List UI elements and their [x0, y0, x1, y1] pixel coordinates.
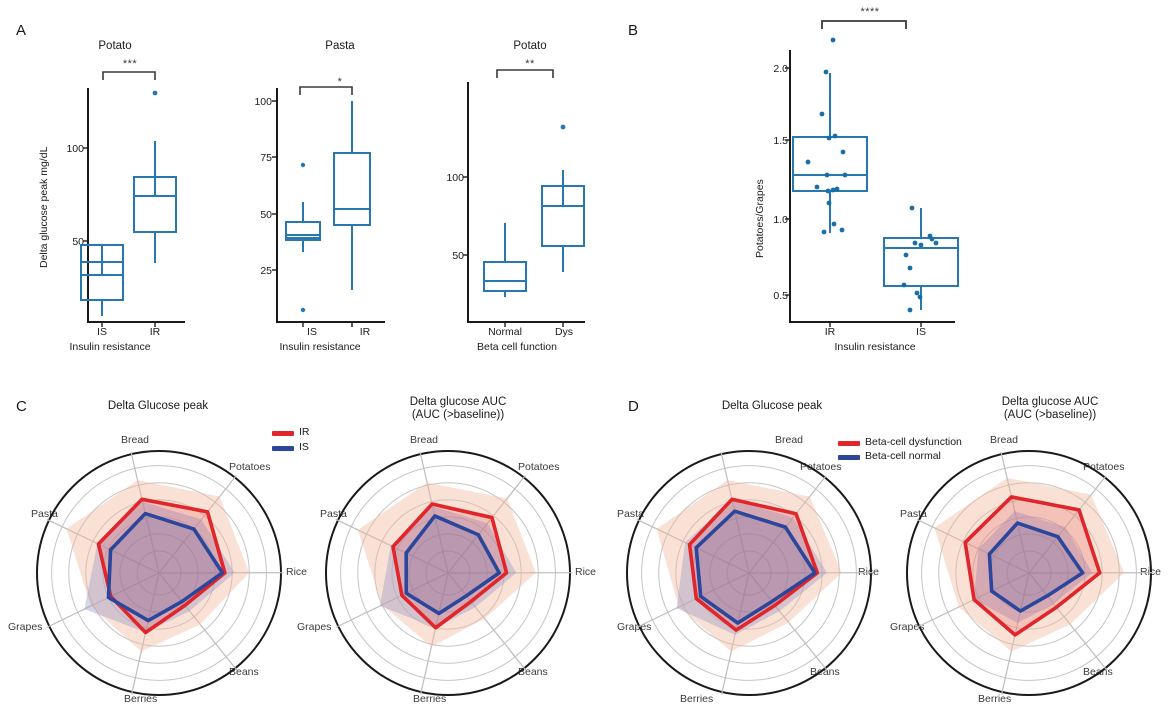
- ytick-a2-100: 100: [254, 96, 272, 108]
- plot-a3: [463, 69, 585, 327]
- panel-letter-c: C: [16, 398, 27, 415]
- legend-label-d-norm: Beta-cell normal: [865, 450, 941, 462]
- chart-title-d1: Delta Glucose peak: [721, 400, 823, 412]
- radar-chart-c2: [325, 450, 573, 696]
- xtick-a3-dys: Dys: [554, 326, 574, 338]
- legend-label-c-ir: IR: [299, 426, 310, 438]
- xlabel-a1: Insulin resistance: [69, 341, 151, 353]
- significance-a3: **: [525, 58, 535, 70]
- radar-label-c2-bread: Bread: [410, 434, 439, 446]
- ytick-a1-50: 50: [72, 236, 84, 248]
- radar-label-c2-grapes: Grapes: [297, 621, 332, 633]
- significance-b: ****: [860, 6, 880, 18]
- chart-title-a2: Pasta: [325, 40, 355, 52]
- radar-label-d1-rice: Rice: [858, 566, 880, 578]
- panel-letter-a: A: [16, 22, 27, 39]
- ytick-a2-25: 25: [260, 265, 272, 277]
- xlabel-a3: Beta cell function: [477, 341, 557, 353]
- radar-label-c1-rice: Rice: [286, 566, 308, 578]
- ytick-b-15: 1.5: [773, 135, 788, 147]
- xtick-a1-ir: IR: [149, 326, 161, 338]
- ytick-a3-50: 50: [452, 250, 464, 262]
- ytick-b-20: 2.0: [773, 63, 788, 75]
- radar-label-c2-berries: Berries: [413, 693, 447, 705]
- radar-chart-d1: [626, 450, 874, 696]
- legend-swatch-d-norm: [838, 455, 860, 460]
- chart-title-a1: Potato: [98, 40, 132, 52]
- ytick-a3-100: 100: [446, 172, 464, 184]
- radar-label-c1-berries: Berries: [124, 693, 158, 705]
- radar-label-d2-berries: Berries: [978, 693, 1012, 705]
- chart-title-c2: Delta glucose AUC: [409, 396, 507, 408]
- xlabel-a2: Insulin resistance: [279, 341, 361, 353]
- radar-label-c1-potatoes: Potatoes: [229, 461, 271, 473]
- legend-label-d-dys: Beta-cell dysfunction: [865, 436, 962, 448]
- radar-label-d1-berries: Berries: [680, 693, 714, 705]
- ytick-b-05: 0.5: [773, 290, 788, 302]
- radar-label-c1-grapes: Grapes: [8, 621, 43, 633]
- xtick-a1-is: IS: [97, 326, 107, 338]
- significance-a2: *: [337, 76, 343, 88]
- legend-label-c-is: IS: [299, 441, 309, 453]
- legend-swatch-d-dys: [838, 441, 860, 446]
- legend-swatch-c-ir: [272, 431, 294, 436]
- chart-title-d2: Delta glucose AUC: [1001, 396, 1099, 408]
- radar-label-c2-potatoes: Potatoes: [518, 461, 560, 473]
- radar-label-c2-rice: Rice: [575, 566, 597, 578]
- legend-swatch-c-is: [272, 446, 294, 451]
- chart-subtitle-d2: (AUC (>baseline)): [1003, 409, 1097, 421]
- chart-title-c1: Delta Glucose peak: [107, 400, 209, 412]
- plot-a2: [272, 86, 385, 327]
- xtick-b-is: IS: [916, 326, 926, 338]
- xtick-a2-is: IS: [307, 326, 317, 338]
- chart-title-a3: Potato: [513, 40, 547, 52]
- chart-subtitle-c2: (AUC (>baseline)): [411, 409, 505, 421]
- panel-letter-b: B: [628, 22, 639, 39]
- plot-b: [785, 20, 959, 327]
- xtick-a2-ir: IR: [359, 326, 371, 338]
- radar-label-d2-bread: Bread: [990, 434, 1019, 446]
- radar-label-d1-pasta: Pasta: [617, 508, 644, 520]
- xlabel-b: Insulin resistance: [834, 341, 916, 353]
- radar-chart-c1: [36, 450, 284, 696]
- radar-label-d1-potatoes: Potatoes: [800, 461, 842, 473]
- ytick-a1-100: 100: [66, 143, 84, 155]
- ytick-a2-75: 75: [260, 152, 272, 164]
- plot-a1: [80, 71, 185, 327]
- significance-a1: ***: [122, 58, 138, 70]
- radar-label-c1-bread: Bread: [121, 434, 150, 446]
- panel-letter-d: D: [628, 398, 639, 415]
- ytick-b-10: 1.0: [773, 214, 788, 226]
- xtick-a3-normal: Normal: [488, 326, 522, 338]
- radar-chart-d2: [906, 450, 1154, 696]
- radar-label-d1-bread: Bread: [775, 434, 804, 446]
- radar-label-d2-grapes: Grapes: [890, 621, 925, 633]
- ytick-a2-50: 50: [260, 209, 272, 221]
- xtick-b-ir: IR: [824, 326, 836, 338]
